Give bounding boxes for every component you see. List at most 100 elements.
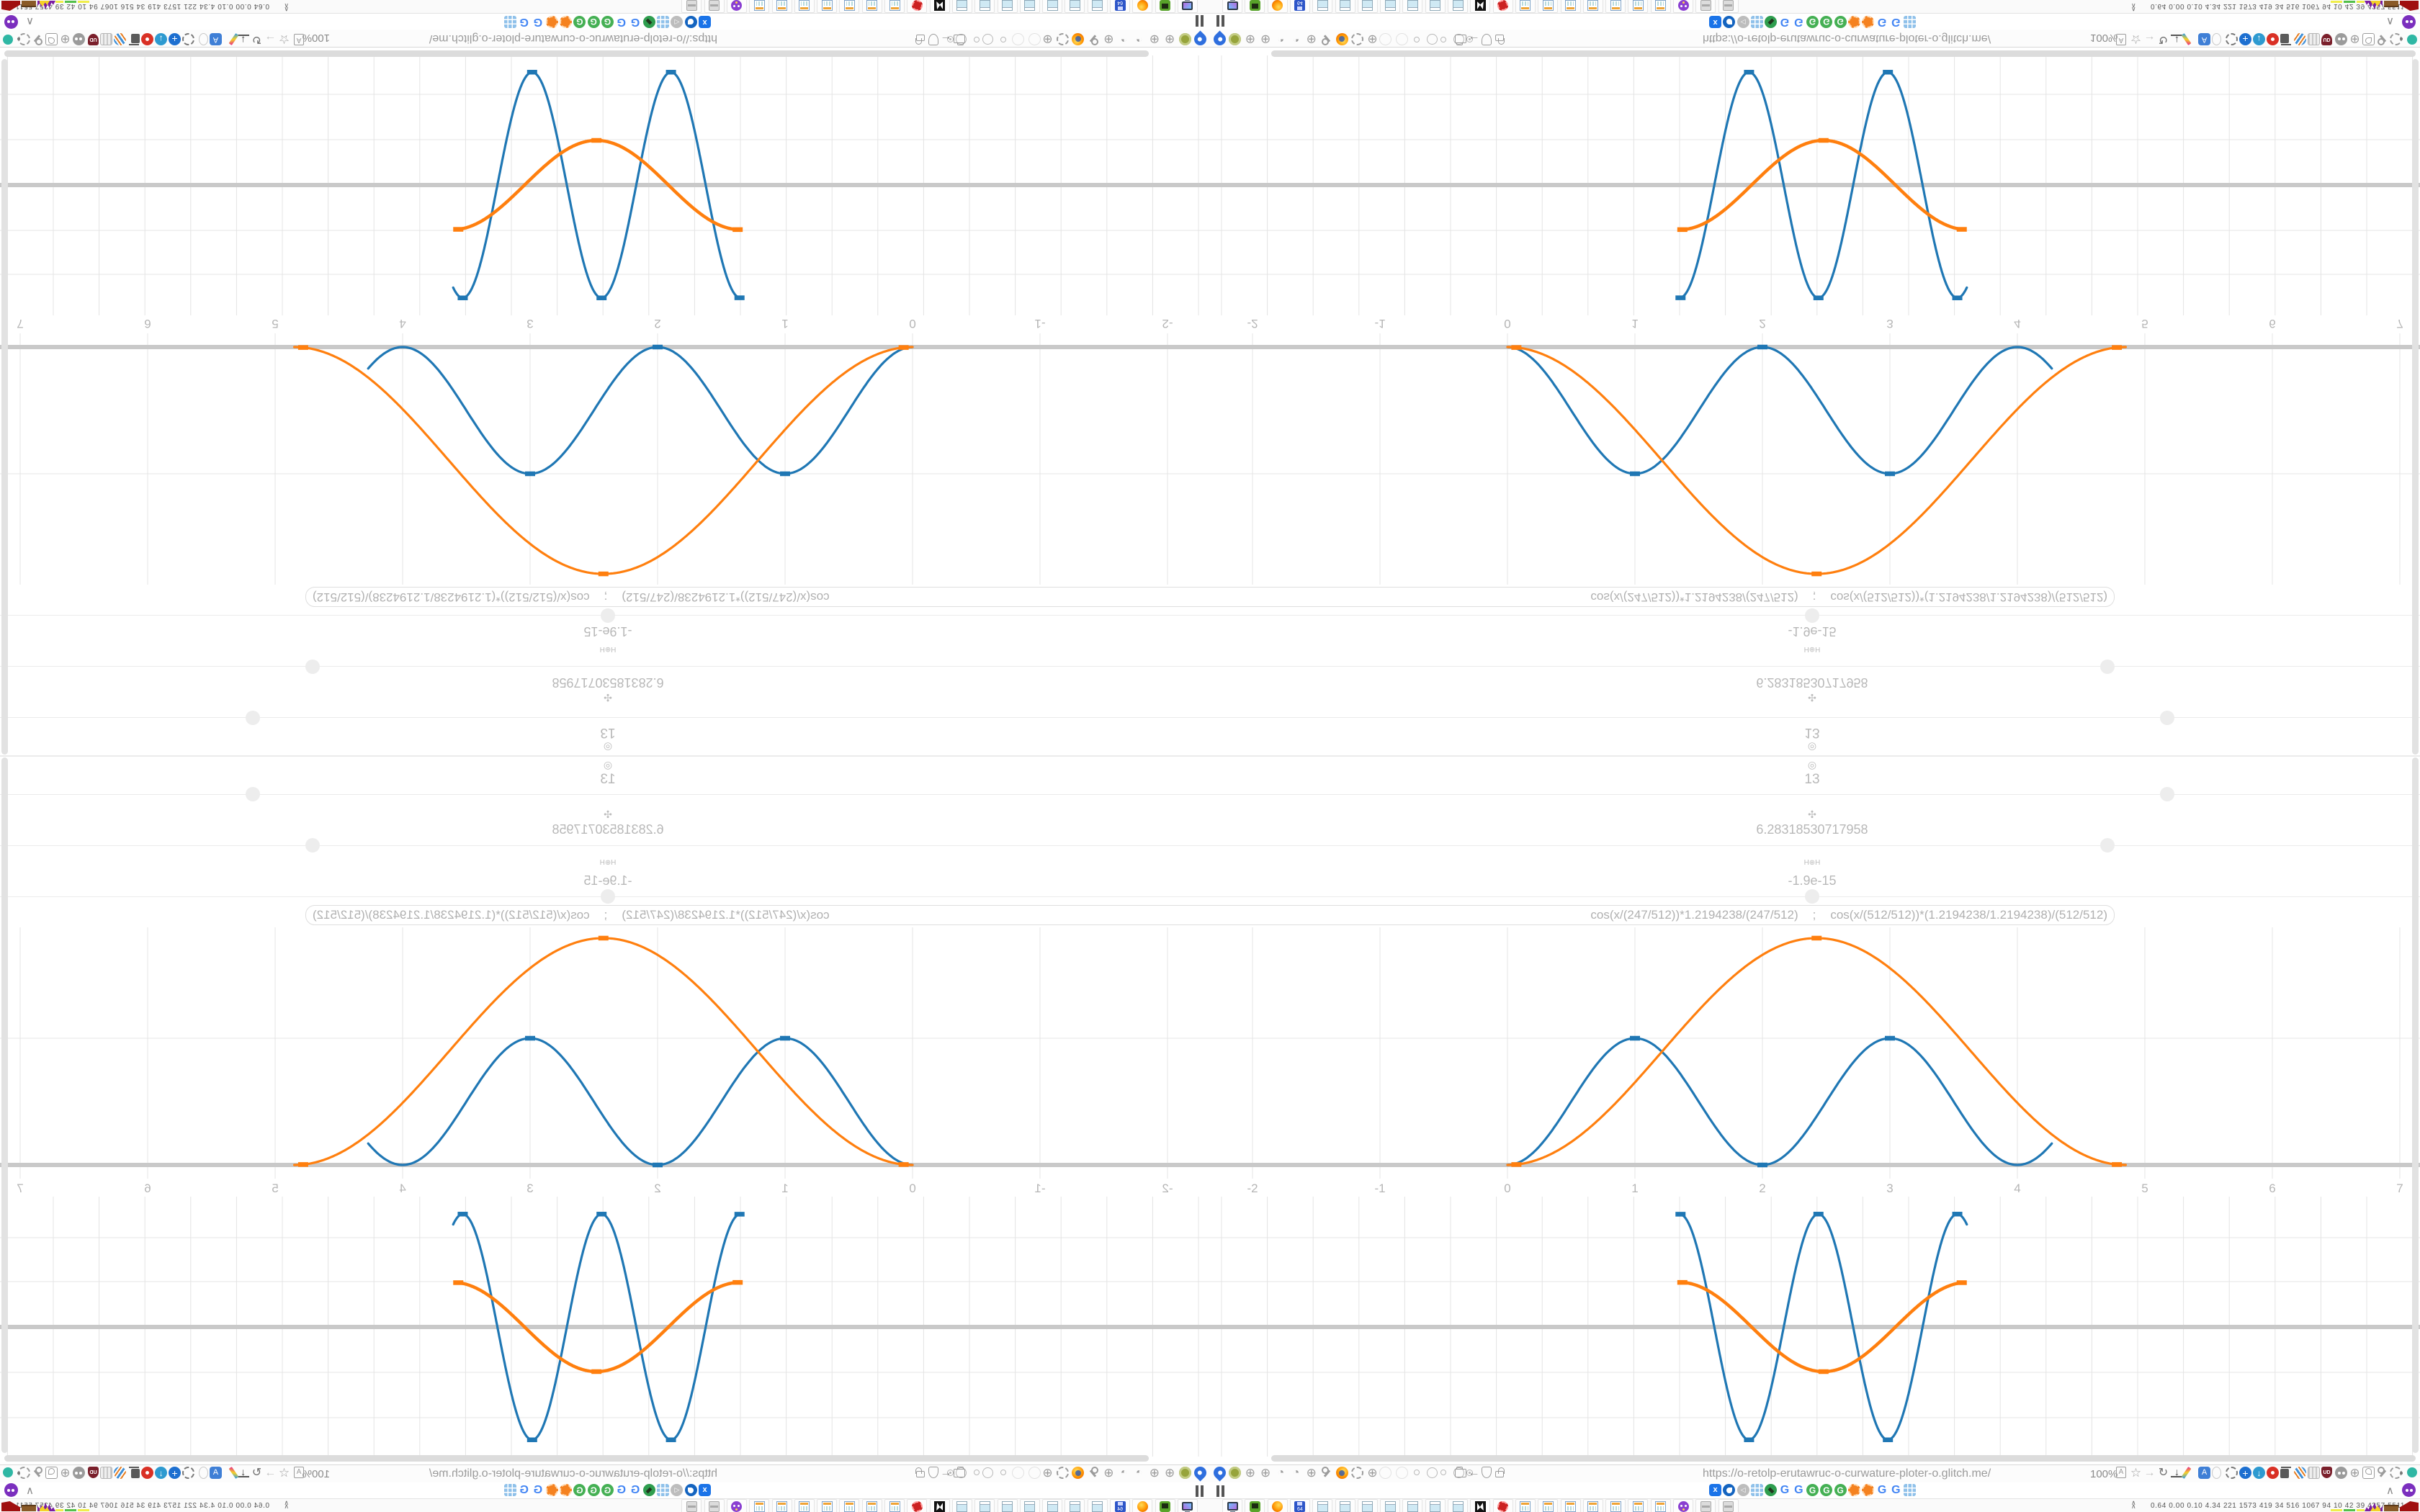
- ext-compass-icon[interactable]: [642, 1484, 655, 1496]
- nav-circle-icon[interactable]: [1427, 1467, 1438, 1478]
- ext-g-multi-icon[interactable]: [518, 16, 530, 28]
- ext-caret-icon[interactable]: [2384, 15, 2396, 27]
- ext-g-multi-icon[interactable]: [518, 1484, 530, 1496]
- taskbar-button[interactable]: [997, 1499, 1018, 1512]
- nav-plus-circle-icon[interactable]: [169, 1467, 181, 1479]
- taskbar-button[interactable]: [1448, 1499, 1468, 1512]
- ext-cube-icon[interactable]: [503, 16, 516, 28]
- ext-caret-icon[interactable]: [24, 1485, 36, 1497]
- nav-circle-faint-icon[interactable]: [1379, 33, 1392, 45]
- ext-compass-icon[interactable]: [1765, 1484, 1778, 1496]
- taskbar-button[interactable]: [929, 1499, 950, 1512]
- taskbar-button[interactable]: [1132, 1499, 1153, 1512]
- nav-download-icon[interactable]: [2171, 1467, 2183, 1477]
- nav-globe-icon[interactable]: [59, 33, 71, 45]
- nav-thumb-icon[interactable]: [45, 1467, 58, 1479]
- nav-plus-circle-icon[interactable]: [169, 33, 181, 45]
- nav-globe-icon[interactable]: [1148, 33, 1160, 45]
- nav-shield-ud-icon[interactable]: [2321, 1467, 2332, 1478]
- nav-lock-icon[interactable]: [916, 35, 925, 41]
- taskbar-button[interactable]: [1560, 1499, 1581, 1512]
- taskbar-button[interactable]: [1245, 0, 1265, 13]
- taskbar-button[interactable]: [727, 1499, 747, 1512]
- url-field[interactable]: https://o-retolp-erutawruc-o-curwature-p…: [429, 1467, 717, 1480]
- nav-gauge-icon[interactable]: [1118, 33, 1130, 45]
- taskbar-button[interactable]: [817, 1499, 838, 1512]
- ext-mask-purple-icon[interactable]: [2402, 1483, 2416, 1497]
- nav-trash-icon[interactable]: [131, 1469, 140, 1478]
- ext-mask-purple-icon[interactable]: [4, 15, 18, 29]
- taskbar-button[interactable]: [1673, 0, 1693, 13]
- taskbar-button[interactable]: [1448, 0, 1468, 13]
- nav-download-icon[interactable]: [237, 1467, 249, 1477]
- nav-translate-a-icon[interactable]: [210, 1467, 222, 1479]
- nav-globe-icon[interactable]: [2349, 1467, 2361, 1479]
- nav-oval-icon[interactable]: [199, 1467, 208, 1479]
- nav-mask-gray-icon[interactable]: [2335, 33, 2347, 45]
- nav-wrench-icon[interactable]: [1088, 33, 1100, 45]
- taskbar-button[interactable]: [1178, 0, 1198, 13]
- nav-dot-small-icon[interactable]: [1414, 1470, 1420, 1475]
- ext-g-multi-icon[interactable]: [1876, 16, 1888, 28]
- slider-handle[interactable]: [246, 711, 260, 725]
- ext-compass-icon[interactable]: [642, 16, 655, 28]
- taskbar-button[interactable]: [1515, 0, 1536, 13]
- nav-circle-faint-icon[interactable]: [1012, 1467, 1024, 1479]
- expression-input[interactable]: cos(x/(247/512))*1.2194238/(247/512); cos…: [305, 905, 1210, 925]
- nav-globe-icon[interactable]: [1103, 1467, 1115, 1479]
- nav-dot-small-icon[interactable]: [1440, 37, 1446, 42]
- nav-arrow-right-icon[interactable]: [264, 1467, 277, 1479]
- nav-firefox-icon[interactable]: [1335, 33, 1348, 45]
- taskbar-button[interactable]: [1492, 0, 1513, 13]
- tray-expand-icon[interactable]: ∧ ∧: [284, 1499, 289, 1510]
- nav-translate-a-icon[interactable]: [2198, 33, 2210, 45]
- taskbar-button[interactable]: [681, 0, 702, 13]
- nav-wrench-icon[interactable]: [1320, 1467, 1332, 1479]
- nav-globe-icon[interactable]: [1244, 33, 1256, 45]
- nav-dot-small-icon[interactable]: [1000, 1470, 1006, 1475]
- nav-globe-icon[interactable]: [1041, 1467, 1054, 1479]
- taskbar-button[interactable]: [1425, 0, 1446, 13]
- taskbar-button[interactable]: [1065, 0, 1085, 13]
- slider-handle[interactable]: [2100, 660, 2115, 674]
- slider-handle[interactable]: [2100, 838, 2115, 852]
- nav-globe-icon[interactable]: [1366, 33, 1379, 45]
- nav-circle-icon[interactable]: [982, 34, 993, 45]
- slider-handle[interactable]: [601, 608, 615, 623]
- taskbar-button[interactable]: [1425, 1499, 1446, 1512]
- slider-handle[interactable]: [2160, 711, 2174, 725]
- taskbar-button[interactable]: [771, 0, 792, 13]
- ext-swoosh-icon[interactable]: [684, 16, 697, 28]
- taskbar-button[interactable]: [704, 1499, 725, 1512]
- nav-red-badge-icon[interactable]: [2267, 33, 2279, 45]
- url-field[interactable]: https://o-retolp-erutawruc-o-curwature-p…: [1703, 32, 1991, 45]
- taskbar-button[interactable]: 64: [1110, 0, 1131, 13]
- ext-gear-orange-icon[interactable]: [1848, 16, 1860, 28]
- nav-dot-small-icon[interactable]: [1440, 1470, 1446, 1475]
- nav-gauge-icon[interactable]: [1290, 33, 1302, 45]
- nav-gauge-icon[interactable]: [1290, 1467, 1302, 1479]
- slider-handle[interactable]: [246, 787, 260, 801]
- slider-handle[interactable]: [1805, 889, 1819, 904]
- ext-g-multi-icon[interactable]: [1779, 1484, 1791, 1496]
- nav-wrench-icon[interactable]: [1088, 1467, 1100, 1479]
- ext-xmark-icon[interactable]: [1709, 1484, 1721, 1496]
- nav-translate-page-icon[interactable]: [2116, 1467, 2126, 1478]
- nav-dot-small-icon[interactable]: [1000, 37, 1006, 42]
- nav-gear-dark-icon[interactable]: [2226, 33, 2238, 45]
- expression-input[interactable]: cos(x/(247/512))*1.2194238/(247/512); cos…: [1210, 905, 2115, 925]
- ext-g-green-icon[interactable]: [1806, 1484, 1819, 1496]
- nav-circle-faint-icon[interactable]: [1396, 1467, 1408, 1479]
- nav-star-icon[interactable]: [2130, 33, 2142, 45]
- slider-handle[interactable]: [2160, 787, 2174, 801]
- ext-swoosh-icon[interactable]: [1723, 1484, 1736, 1496]
- nav-translate-page-icon[interactable]: [294, 34, 304, 45]
- taskbar-button[interactable]: [1560, 0, 1581, 13]
- ext-gear-orange-icon[interactable]: [1848, 1484, 1860, 1496]
- ext-pause-icon[interactable]: [1214, 15, 1227, 27]
- horizontal-scrollbar[interactable]: [4, 50, 1149, 57]
- taskbar-button[interactable]: [1492, 1499, 1513, 1512]
- zoom-level-badge[interactable]: 100%: [2090, 1468, 2118, 1480]
- slider-handle[interactable]: [305, 838, 320, 852]
- nav-globe-icon[interactable]: [1244, 1467, 1256, 1479]
